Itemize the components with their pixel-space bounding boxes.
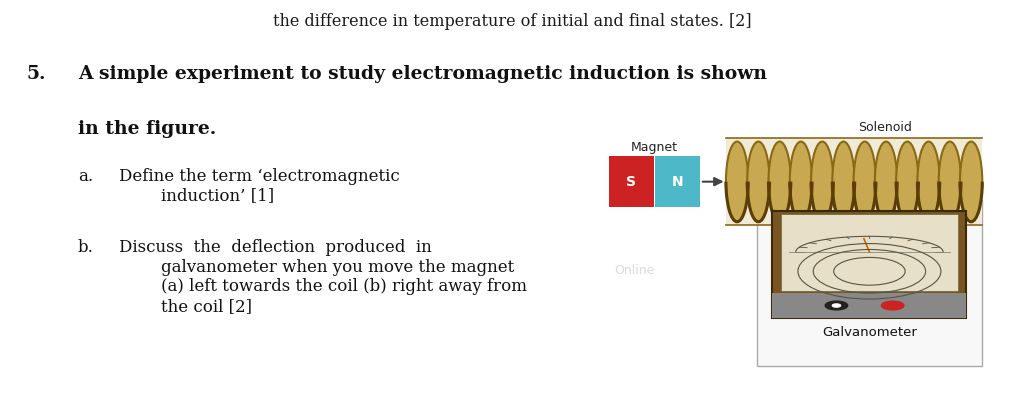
Ellipse shape — [939, 142, 961, 222]
Text: Galvanometer: Galvanometer — [822, 326, 916, 339]
Ellipse shape — [854, 142, 876, 222]
Text: Define the term ‘electromagnetic
        induction’ [1]: Define the term ‘electromagnetic inducti… — [119, 168, 399, 204]
FancyBboxPatch shape — [772, 293, 967, 318]
Text: Solenoid: Solenoid — [858, 121, 911, 134]
Text: a.: a. — [78, 168, 93, 185]
Ellipse shape — [768, 142, 791, 222]
FancyBboxPatch shape — [726, 138, 982, 225]
FancyBboxPatch shape — [609, 156, 654, 207]
Text: S: S — [627, 175, 637, 189]
Circle shape — [882, 301, 904, 310]
Ellipse shape — [790, 142, 812, 222]
Text: in the figure.: in the figure. — [78, 120, 216, 138]
Text: b.: b. — [78, 239, 94, 256]
Text: 5.: 5. — [27, 65, 46, 83]
Ellipse shape — [748, 142, 770, 222]
Ellipse shape — [833, 142, 855, 222]
Ellipse shape — [874, 142, 897, 222]
FancyBboxPatch shape — [780, 213, 958, 290]
FancyBboxPatch shape — [772, 211, 967, 318]
Ellipse shape — [811, 142, 834, 222]
Text: A simple experiment to study electromagnetic induction is shown: A simple experiment to study electromagn… — [78, 65, 767, 83]
Text: Online: Online — [614, 264, 654, 277]
FancyBboxPatch shape — [655, 156, 700, 207]
Ellipse shape — [959, 142, 982, 222]
Circle shape — [833, 304, 841, 307]
Circle shape — [825, 301, 848, 310]
Text: N: N — [672, 175, 683, 189]
Ellipse shape — [726, 142, 749, 222]
Text: Magnet: Magnet — [631, 141, 678, 154]
Ellipse shape — [918, 142, 940, 222]
Text: the difference in temperature of initial and final states. [2]: the difference in temperature of initial… — [272, 13, 752, 30]
FancyBboxPatch shape — [757, 200, 982, 366]
Text: Discuss  the  deflection  produced  in
        galvanometer when you move the ma: Discuss the deflection produced in galva… — [119, 239, 526, 315]
Ellipse shape — [896, 142, 919, 222]
